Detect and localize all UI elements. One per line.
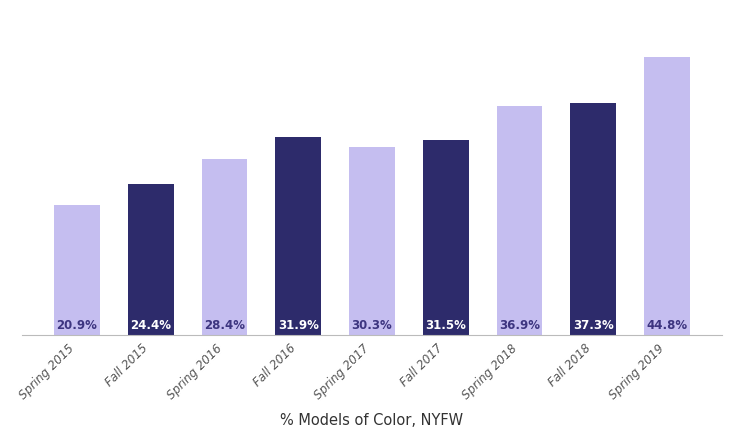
Text: 44.8%: 44.8% xyxy=(647,319,687,332)
Text: 36.9%: 36.9% xyxy=(499,319,540,332)
Text: 37.3%: 37.3% xyxy=(573,319,614,332)
Text: 31.9%: 31.9% xyxy=(278,319,318,332)
Bar xyxy=(275,138,321,336)
Bar xyxy=(571,104,616,336)
Bar xyxy=(128,184,173,336)
Bar xyxy=(349,148,395,336)
Bar xyxy=(497,107,542,336)
Bar xyxy=(202,159,247,336)
Bar xyxy=(644,58,690,336)
Bar xyxy=(423,140,469,336)
Text: 30.3%: 30.3% xyxy=(352,319,392,332)
X-axis label: % Models of Color, NYFW: % Models of Color, NYFW xyxy=(280,412,464,427)
Text: 28.4%: 28.4% xyxy=(204,319,245,332)
Text: 31.5%: 31.5% xyxy=(426,319,466,332)
Bar xyxy=(54,206,100,336)
Text: 20.9%: 20.9% xyxy=(57,319,97,332)
Text: 24.4%: 24.4% xyxy=(130,319,171,332)
